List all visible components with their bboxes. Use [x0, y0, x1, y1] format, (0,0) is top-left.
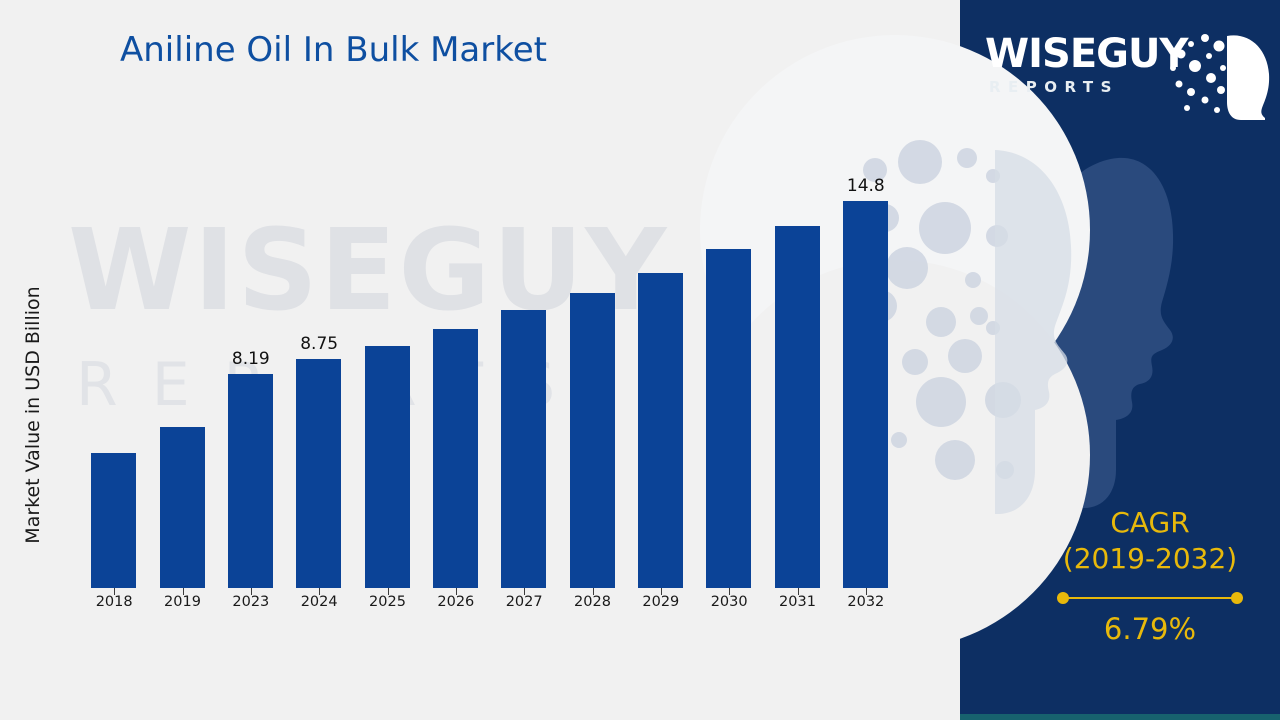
bar-2025[interactable] [364, 346, 410, 588]
bar-slot [559, 180, 627, 588]
x-tick-2028 [592, 588, 594, 595]
bar-slot [80, 180, 148, 588]
bar-2024[interactable] [296, 359, 342, 588]
bar-2026[interactable] [432, 329, 478, 588]
cagr-divider-line [1063, 596, 1237, 599]
bar-2032[interactable] [842, 201, 888, 588]
bar-2028[interactable] [569, 293, 615, 588]
bar-slot [490, 180, 558, 588]
cagr-block: CAGR (2019-2032) 6.79% [1025, 505, 1275, 644]
bar-slot [149, 180, 217, 588]
bar-2029[interactable] [637, 273, 683, 588]
logo-subtext: REPORTS [989, 78, 1119, 96]
x-tick-2026 [455, 588, 457, 595]
bar-2031[interactable] [774, 226, 820, 588]
bar-2030[interactable] [706, 249, 752, 588]
bar-series: 8.19 8.75 14.8 [80, 176, 900, 588]
x-axis-line [80, 588, 900, 589]
cagr-divider-dot-right [1231, 591, 1243, 604]
bar-slot [764, 180, 832, 588]
x-tick-label-2019: 2019 [164, 594, 201, 610]
y-axis-label: Market Value in USD Billion [22, 286, 44, 544]
bar-slot [354, 180, 422, 588]
bar-slot [627, 180, 695, 588]
bar-slot [422, 180, 490, 588]
bar-slot: 8.19 [217, 180, 285, 588]
x-tick-label-2026: 2026 [437, 594, 475, 610]
bar-value-label-2023: 8.19 [231, 349, 270, 369]
cagr-period: (2019-2032) [1062, 541, 1238, 575]
logo-wordmark: WISEGUY [985, 31, 1188, 77]
x-tick-2023 [250, 588, 252, 595]
x-tick-2019 [182, 588, 184, 595]
x-tick-2031 [797, 588, 799, 595]
x-tick-2018 [114, 588, 116, 595]
bar-value-label-2032: 14.8 [846, 176, 885, 196]
bar-2023[interactable] [227, 374, 273, 588]
x-tick-label-2032: 2032 [847, 594, 885, 610]
bar-value-label-2024: 8.75 [300, 334, 339, 354]
bar-slot: 8.75 [285, 180, 353, 588]
panel-bottom-accent-strip [960, 714, 1280, 720]
x-tick-label-2028: 2028 [574, 594, 611, 610]
x-tick-label-2025: 2025 [369, 594, 406, 610]
x-tick-2024 [319, 588, 321, 595]
bar-2018[interactable] [91, 453, 137, 588]
cagr-value: 6.79% [1103, 611, 1197, 646]
x-tick-label-2023: 2023 [232, 594, 270, 610]
logo-head-dots-icon [1165, 30, 1275, 122]
wiseguy-reports-logo: WISEGUY REPORTS [985, 30, 1270, 121]
x-tick-label-2018: 2018 [95, 594, 133, 610]
x-tick-label-2024: 2024 [300, 594, 338, 610]
x-tick-label-2027: 2027 [505, 594, 543, 610]
x-tick-label-2029: 2029 [642, 594, 680, 610]
bar-2027[interactable] [501, 310, 547, 588]
x-tick-label-2030: 2030 [710, 594, 748, 610]
bar-slot [695, 180, 763, 588]
page-title: Aniline Oil In Bulk Market [120, 30, 547, 70]
x-tick-2025 [387, 588, 389, 595]
x-tick-2030 [729, 588, 731, 595]
x-tick-2032 [865, 588, 867, 595]
bar-chart-plot: Market Value in USD Billion 8.19 8.75 14.8… [22, 176, 900, 610]
x-tick-2027 [524, 588, 526, 595]
cagr-label: CAGR [1110, 506, 1190, 539]
cagr-divider [1057, 591, 1243, 605]
bar-slot: 14.8 [832, 176, 900, 588]
x-tick-2029 [660, 588, 662, 595]
bar-2019[interactable] [159, 427, 205, 588]
x-tick-label-2031: 2031 [779, 594, 816, 610]
